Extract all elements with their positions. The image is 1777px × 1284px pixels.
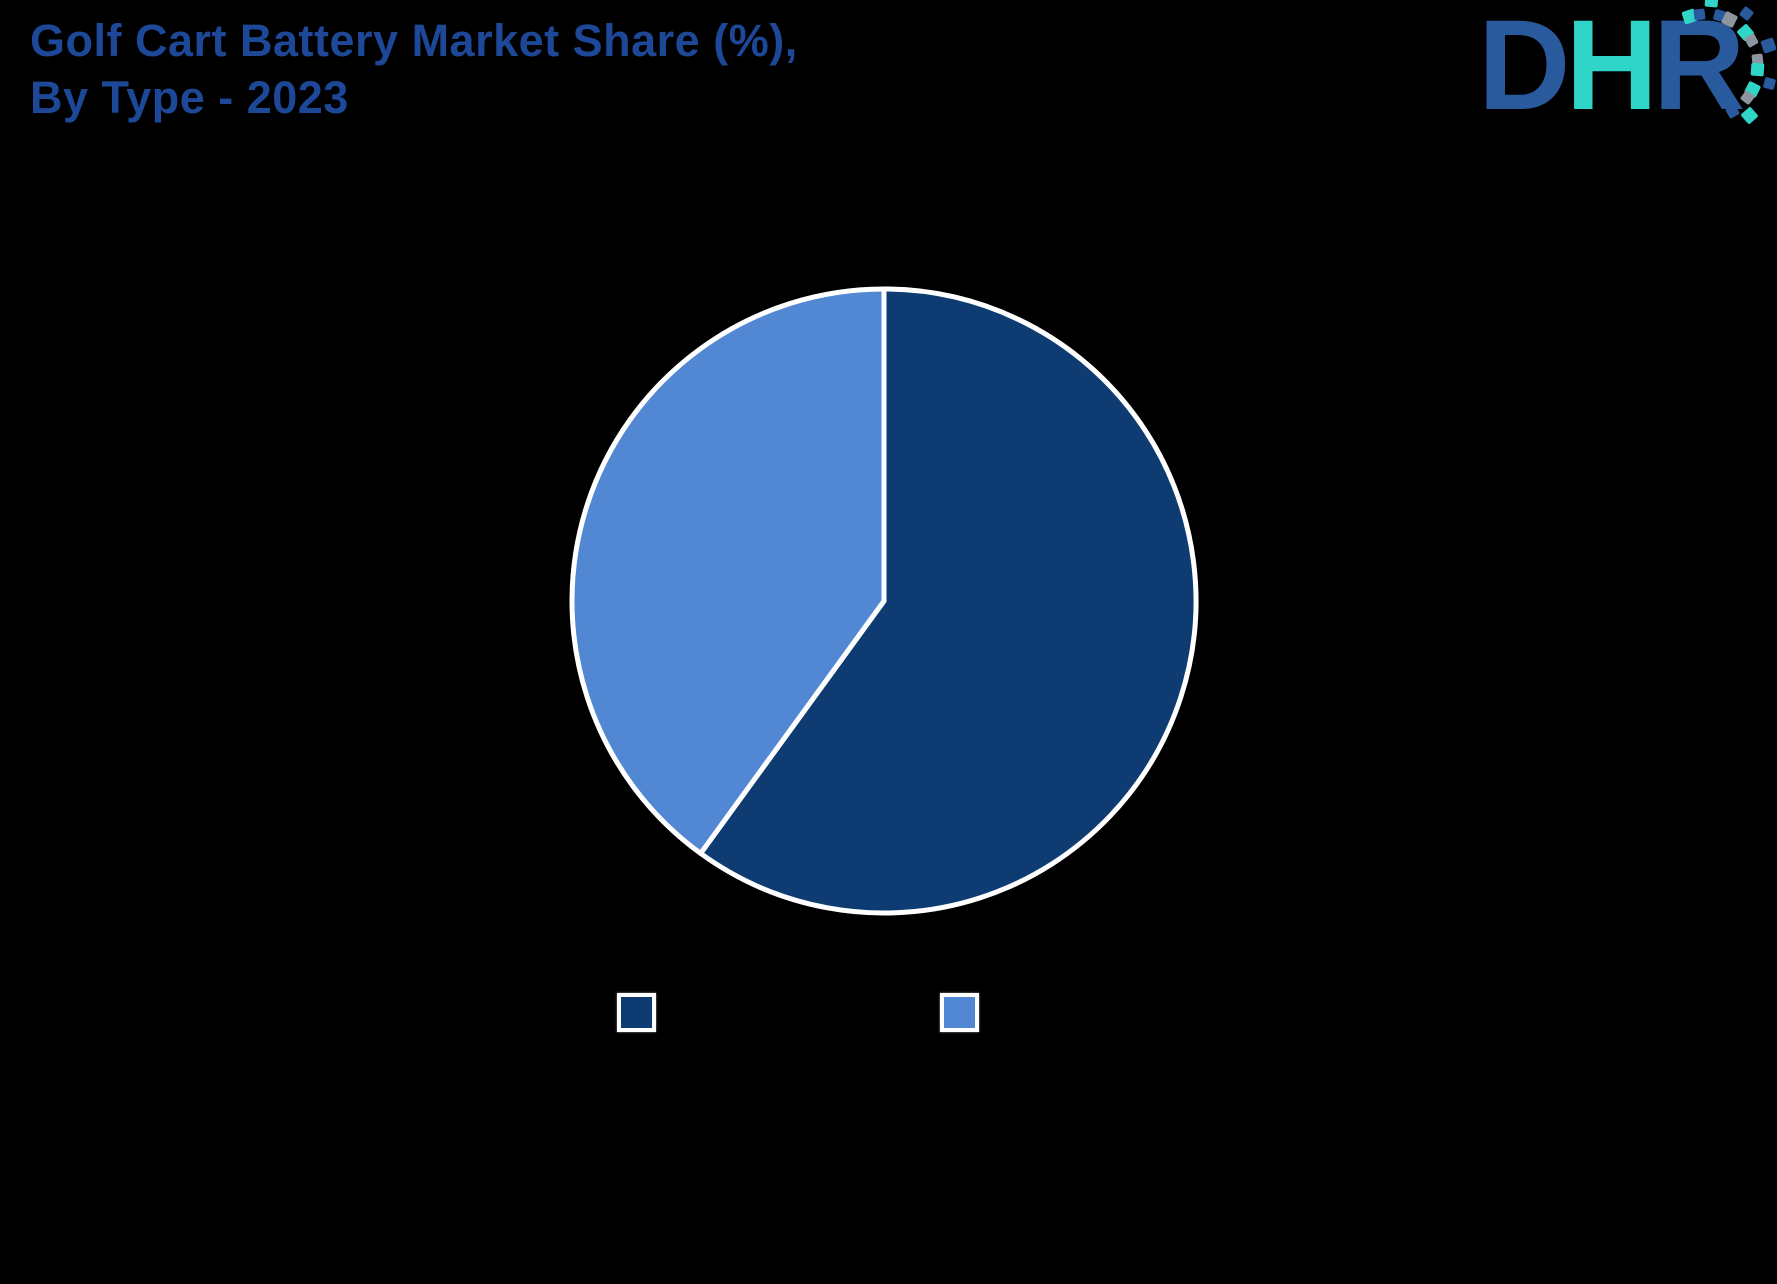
logo-dot-icon [1693,8,1706,21]
dhr-logo: DHR [1478,0,1777,156]
chart-title: Golf Cart Battery Market Share (%), By T… [30,12,798,126]
chart-title-line1: Golf Cart Battery Market Share (%), [30,15,798,66]
legend [617,993,991,1032]
pie-slice-2 [569,286,887,856]
logo-dot-icon [1762,76,1777,91]
pie-slice-1 [698,286,1199,916]
logo-dot-icon [1704,0,1719,8]
logo-letter-d: D [1478,0,1570,137]
dhr-logo-letters: DHR [1478,2,1745,130]
legend-item-2 [940,993,991,1032]
legend-item-1 [617,993,668,1032]
logo-dot-icon [1750,62,1765,77]
legend-swatch-light [940,993,979,1032]
logo-dot-icon [1760,36,1777,54]
chart-title-line2: By Type - 2023 [30,72,349,123]
logo-letter-h: H [1565,0,1657,137]
logo-dot-icon [1740,106,1759,125]
legend-swatch-dark [617,993,656,1032]
pie-chart [569,286,1199,916]
logo-dot-icon [1738,6,1755,22]
